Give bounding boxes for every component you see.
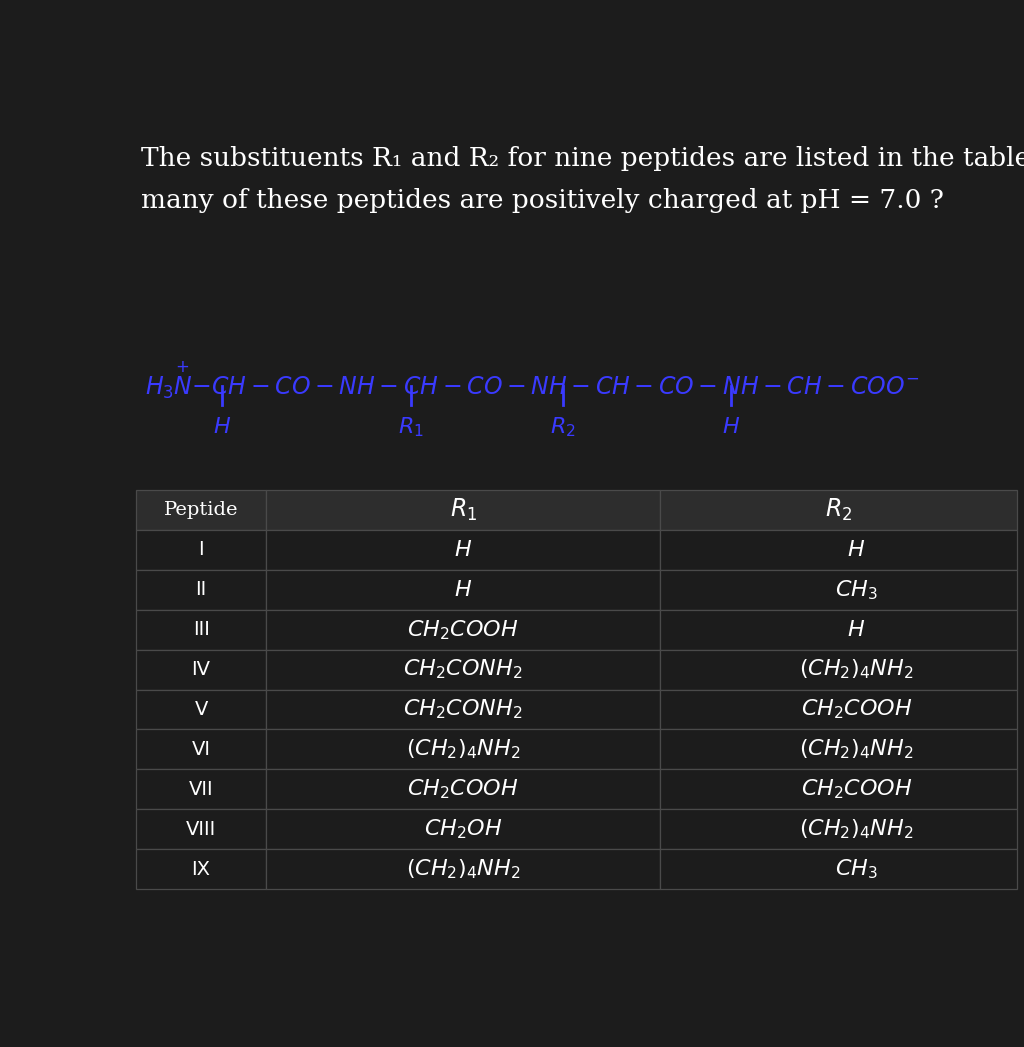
- Text: Peptide: Peptide: [164, 502, 239, 519]
- Text: $CH_2COOH$: $CH_2COOH$: [408, 778, 519, 801]
- Text: $H$: $H$: [454, 539, 472, 561]
- Bar: [136, 649, 266, 690]
- Bar: [136, 570, 266, 609]
- Bar: [136, 490, 266, 530]
- Bar: [660, 809, 1017, 849]
- Bar: [660, 490, 1017, 530]
- Bar: [660, 609, 1017, 649]
- Bar: [136, 849, 266, 889]
- Text: $(CH_2)_4NH_2$: $(CH_2)_4NH_2$: [406, 738, 520, 761]
- Bar: [266, 649, 660, 690]
- Bar: [266, 609, 660, 649]
- Text: $R_1$: $R_1$: [450, 497, 477, 524]
- Text: I: I: [199, 540, 204, 559]
- Bar: [266, 849, 660, 889]
- Text: $(CH_2)_4NH_2$: $(CH_2)_4NH_2$: [799, 818, 913, 841]
- Text: $H$: $H$: [847, 539, 865, 561]
- Bar: [136, 530, 266, 570]
- Bar: [660, 649, 1017, 690]
- Bar: [660, 570, 1017, 609]
- Text: $(CH_2)_4NH_2$: $(CH_2)_4NH_2$: [406, 857, 520, 881]
- Text: III: III: [193, 620, 210, 640]
- Text: V: V: [195, 700, 208, 719]
- Text: $CH_3$: $CH_3$: [835, 578, 878, 602]
- Text: VII: VII: [188, 780, 213, 799]
- Text: $CH_2COOH$: $CH_2COOH$: [801, 697, 912, 721]
- Text: many of these peptides are positively charged at pH = 7.0 ?: many of these peptides are positively ch…: [141, 187, 944, 213]
- Text: $H$: $H$: [454, 579, 472, 601]
- Text: $H_3\overset{+}{N}$$ - CH - CO - NH - CH - CO - NH - CH - CO - NH - CH - COO^{-}: $H_3\overset{+}{N}$$ - CH - CO - NH - CH…: [145, 359, 920, 401]
- Text: $R_2$: $R_2$: [824, 497, 852, 524]
- Text: $CH_2COOH$: $CH_2COOH$: [801, 778, 912, 801]
- Text: VIII: VIII: [186, 820, 216, 839]
- Bar: [266, 770, 660, 809]
- Text: $H$: $H$: [847, 619, 865, 641]
- Text: The substituents R₁ and R₂ for nine peptides are listed in the table given below: The substituents R₁ and R₂ for nine pept…: [141, 146, 1024, 171]
- Text: $R_1$: $R_1$: [397, 416, 424, 440]
- Text: $(CH_2)_4NH_2$: $(CH_2)_4NH_2$: [799, 658, 913, 682]
- Text: $CH_2COOH$: $CH_2COOH$: [408, 618, 519, 642]
- Bar: [136, 730, 266, 770]
- Bar: [660, 849, 1017, 889]
- Text: $CH_3$: $CH_3$: [835, 857, 878, 881]
- Bar: [266, 730, 660, 770]
- Text: IX: IX: [191, 860, 211, 878]
- Bar: [266, 809, 660, 849]
- Bar: [266, 570, 660, 609]
- Bar: [136, 809, 266, 849]
- Text: VI: VI: [191, 740, 211, 759]
- Bar: [136, 690, 266, 730]
- Text: $CH_2CONH_2$: $CH_2CONH_2$: [403, 697, 523, 721]
- Bar: [266, 490, 660, 530]
- Text: $CH_2OH$: $CH_2OH$: [424, 818, 503, 841]
- Bar: [660, 730, 1017, 770]
- Text: $H$: $H$: [722, 416, 740, 438]
- Bar: [136, 609, 266, 649]
- Text: IV: IV: [191, 660, 211, 680]
- Text: $R_2$: $R_2$: [550, 416, 575, 440]
- Bar: [136, 770, 266, 809]
- Bar: [266, 530, 660, 570]
- Bar: [266, 690, 660, 730]
- Text: $CH_2CONH_2$: $CH_2CONH_2$: [403, 658, 523, 682]
- Text: $(CH_2)_4NH_2$: $(CH_2)_4NH_2$: [799, 738, 913, 761]
- Bar: [660, 530, 1017, 570]
- Text: II: II: [196, 580, 207, 599]
- Text: $H$: $H$: [213, 416, 230, 438]
- Bar: [660, 770, 1017, 809]
- Bar: [660, 690, 1017, 730]
